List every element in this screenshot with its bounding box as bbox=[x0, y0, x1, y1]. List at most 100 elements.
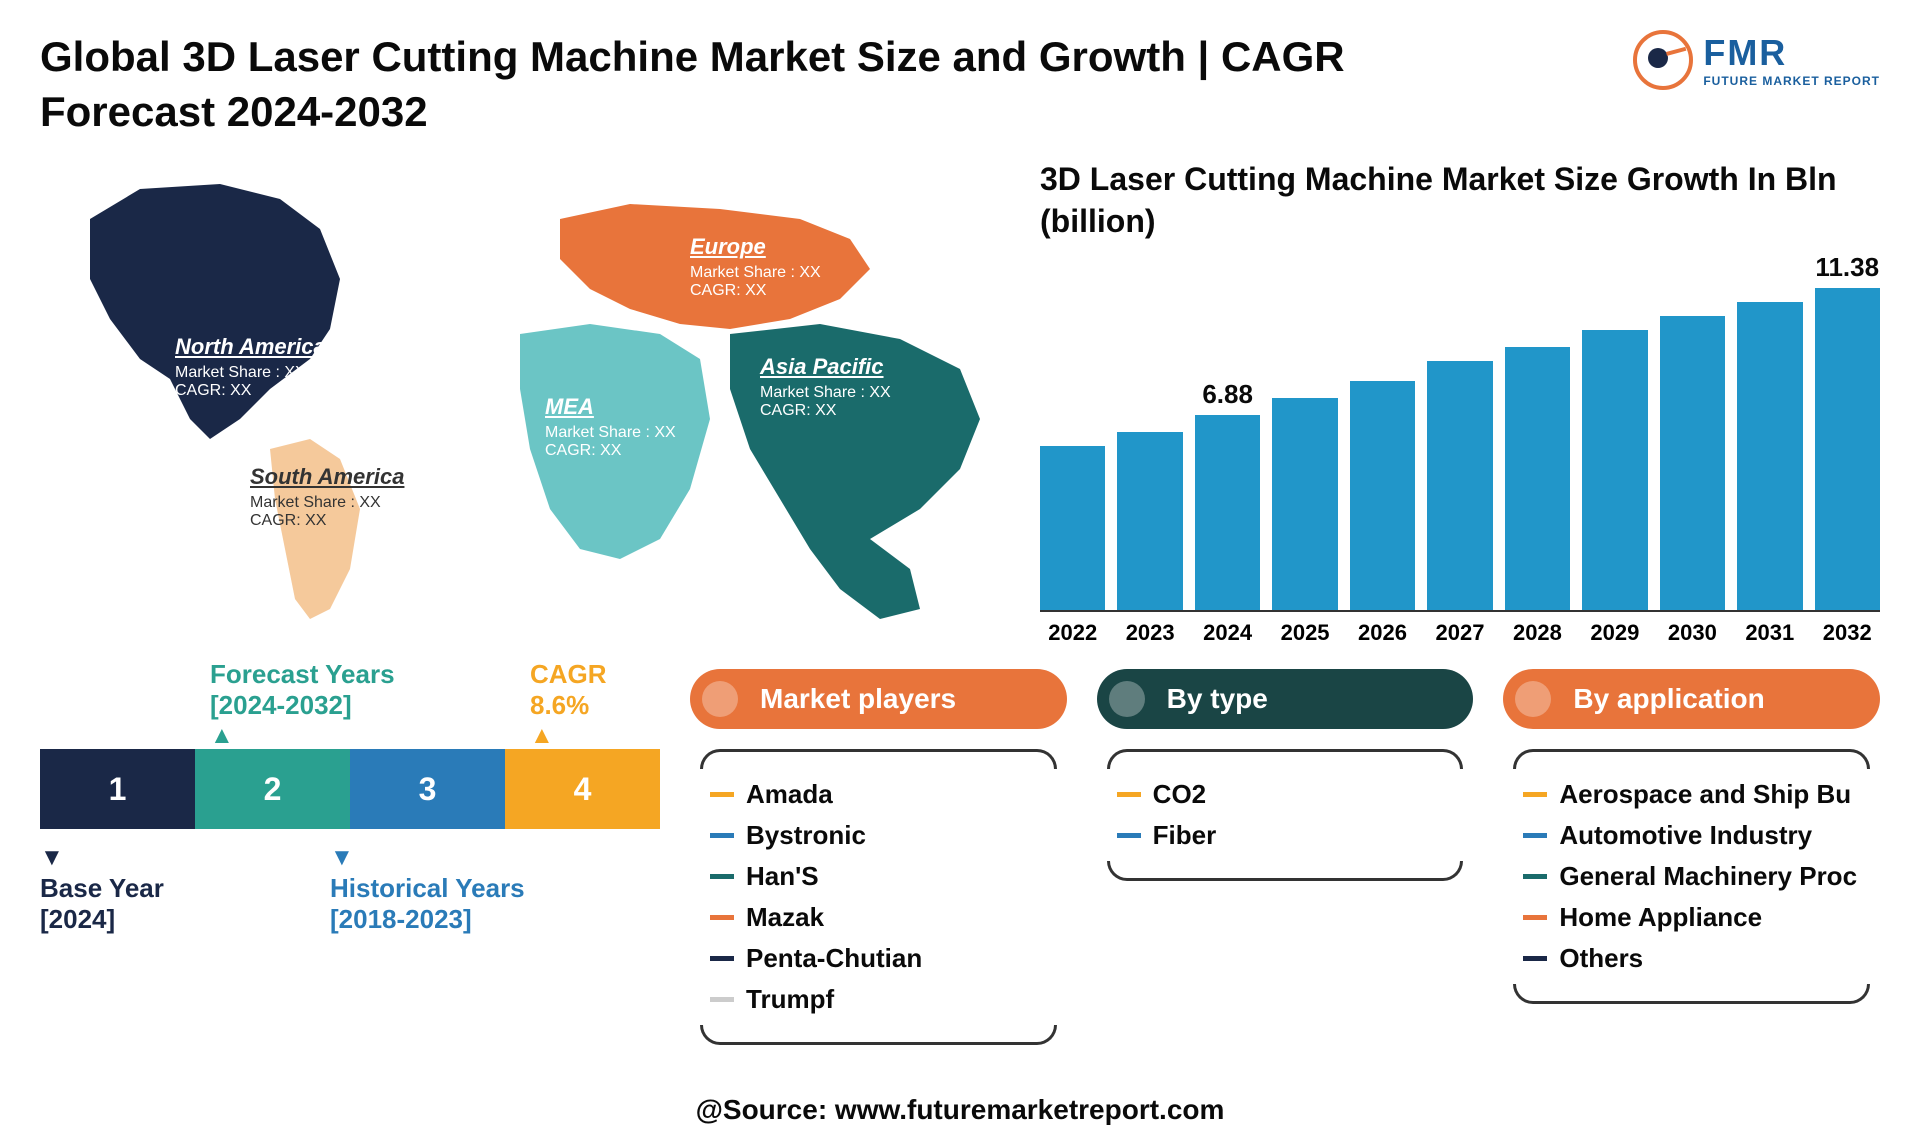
triangle-down-icon: ▼ bbox=[330, 844, 525, 873]
bracket-top bbox=[1107, 749, 1464, 769]
world-map: North America Market Share : XX CAGR: XX… bbox=[40, 159, 1000, 639]
bar bbox=[1195, 415, 1260, 610]
bar-year-label: 2022 bbox=[1048, 620, 1097, 646]
dash-icon bbox=[1523, 956, 1547, 961]
dash-icon bbox=[710, 956, 734, 961]
bar-wrap: 2027 bbox=[1427, 361, 1492, 610]
map-label-sa-share: Market Share : XX bbox=[250, 494, 404, 512]
category-item: Aerospace and Ship Bu bbox=[1523, 779, 1860, 810]
category-item-label: Home Appliance bbox=[1559, 902, 1762, 933]
bar-wrap: 2025 bbox=[1272, 398, 1337, 611]
logo-icon bbox=[1633, 30, 1693, 90]
category-item-label: CO2 bbox=[1153, 779, 1206, 810]
bar-year-label: 2025 bbox=[1281, 620, 1330, 646]
tl-seg-2: 2 bbox=[195, 749, 350, 829]
bar-wrap: 2031 bbox=[1737, 302, 1802, 611]
category-item-label: Aerospace and Ship Bu bbox=[1559, 779, 1851, 810]
dash-icon bbox=[710, 792, 734, 797]
category-item-label: Amada bbox=[746, 779, 833, 810]
map-label-sa-cagr: CAGR: XX bbox=[250, 512, 404, 530]
bar-wrap: 2026 bbox=[1350, 381, 1415, 611]
map-label-mea-cagr: CAGR: XX bbox=[545, 442, 676, 460]
bracket-bottom bbox=[700, 1025, 1057, 1045]
bar-wrap: 2029 bbox=[1582, 330, 1647, 611]
bar-year-label: 2024 bbox=[1203, 620, 1252, 646]
category-item-label: Han'S bbox=[746, 861, 819, 892]
category-item-label: Automotive Industry bbox=[1559, 820, 1812, 851]
bar bbox=[1272, 398, 1337, 611]
category-item: Others bbox=[1523, 943, 1860, 974]
map-label-eu-cagr: CAGR: XX bbox=[690, 282, 821, 300]
logo-main-text: FMR bbox=[1703, 32, 1880, 74]
logo: FMR FUTURE MARKET REPORT bbox=[1633, 30, 1880, 90]
category-item: Trumpf bbox=[710, 984, 1047, 1015]
map-label-eu-title: Europe bbox=[690, 234, 821, 260]
source-text: @Source: www.futuremarketreport.com bbox=[696, 1094, 1225, 1126]
map-label-sa-title: South America bbox=[250, 464, 404, 490]
triangle-down-icon: ▲ bbox=[210, 722, 395, 751]
bar-wrap: 2023 bbox=[1117, 432, 1182, 611]
dash-icon bbox=[710, 915, 734, 920]
dash-icon bbox=[1523, 874, 1547, 879]
bar bbox=[1505, 347, 1570, 611]
bar-year-label: 2026 bbox=[1358, 620, 1407, 646]
category-items: Amada Bystronic Han'S Mazak Penta-Chutian Tru… bbox=[690, 779, 1067, 1015]
category-item: Mazak bbox=[710, 902, 1047, 933]
category-item: Penta-Chutian bbox=[710, 943, 1047, 974]
tl-cagr-label: CAGR bbox=[530, 659, 607, 690]
tl-hist-value: [2018-2023] bbox=[330, 904, 525, 935]
dash-icon bbox=[1523, 792, 1547, 797]
dash-icon bbox=[1117, 833, 1141, 838]
triangle-down-icon: ▲ bbox=[530, 722, 607, 751]
triangle-down-icon: ▼ bbox=[40, 844, 164, 873]
category-item-label: Fiber bbox=[1153, 820, 1217, 851]
category-items: Aerospace and Ship Bu Automotive Industry… bbox=[1503, 779, 1880, 974]
bracket-top bbox=[1513, 749, 1870, 769]
logo-sub-text: FUTURE MARKET REPORT bbox=[1703, 74, 1880, 88]
bar bbox=[1737, 302, 1802, 611]
category-item-label: Penta-Chutian bbox=[746, 943, 922, 974]
bar bbox=[1427, 361, 1492, 610]
bar bbox=[1815, 288, 1880, 610]
bar-wrap: 2028 bbox=[1505, 347, 1570, 611]
category-item: Han'S bbox=[710, 861, 1047, 892]
bar-wrap: 2022 bbox=[1040, 446, 1105, 610]
dash-icon bbox=[710, 833, 734, 838]
map-label-na-title: North America bbox=[175, 334, 326, 360]
category-item: Bystronic bbox=[710, 820, 1047, 851]
map-label-eu-share: Market Share : XX bbox=[690, 264, 821, 282]
tl-seg-1: 1 bbox=[40, 749, 195, 829]
bar-year-label: 2032 bbox=[1823, 620, 1872, 646]
bracket-bottom bbox=[1513, 984, 1870, 1004]
map-label-ap-cagr: CAGR: XX bbox=[760, 402, 891, 420]
tl-base-value: [2024] bbox=[40, 904, 164, 935]
chart-title: 3D Laser Cutting Machine Market Size Gro… bbox=[1040, 159, 1880, 242]
timeline: Forecast Years [2024-2032] ▲ CAGR 8.6% ▲… bbox=[40, 669, 660, 1045]
bar-wrap: 2030 bbox=[1660, 316, 1725, 611]
tl-forecast-label: Forecast Years bbox=[210, 659, 395, 690]
bar-year-label: 2023 bbox=[1126, 620, 1175, 646]
page-title: Global 3D Laser Cutting Machine Market S… bbox=[40, 30, 1440, 139]
category-column: By typeCO2Fiber bbox=[1097, 669, 1474, 1045]
category-item-label: Mazak bbox=[746, 902, 824, 933]
bar-chart: 3D Laser Cutting Machine Market Size Gro… bbox=[1040, 159, 1880, 639]
dash-icon bbox=[1117, 792, 1141, 797]
bar-value-label: 6.88 bbox=[1202, 379, 1253, 410]
category-item: Amada bbox=[710, 779, 1047, 810]
map-label-na-cagr: CAGR: XX bbox=[175, 382, 326, 400]
bracket-top bbox=[700, 749, 1057, 769]
tl-seg-3: 3 bbox=[350, 749, 505, 829]
dash-icon bbox=[710, 997, 734, 1002]
map-north-america bbox=[90, 184, 340, 439]
dash-icon bbox=[710, 874, 734, 879]
tl-forecast-value: [2024-2032] bbox=[210, 690, 395, 721]
category-column: By applicationAerospace and Ship BuAutom… bbox=[1503, 669, 1880, 1045]
category-item: CO2 bbox=[1117, 779, 1454, 810]
bar-value-label: 11.38 bbox=[1815, 252, 1879, 283]
map-label-mea-title: MEA bbox=[545, 394, 676, 420]
category-item-label: Trumpf bbox=[746, 984, 834, 1015]
bar-year-label: 2030 bbox=[1668, 620, 1717, 646]
category-items: CO2 Fiber bbox=[1097, 779, 1474, 851]
category-header: Market players bbox=[690, 669, 1067, 729]
category-item-label: Bystronic bbox=[746, 820, 866, 851]
